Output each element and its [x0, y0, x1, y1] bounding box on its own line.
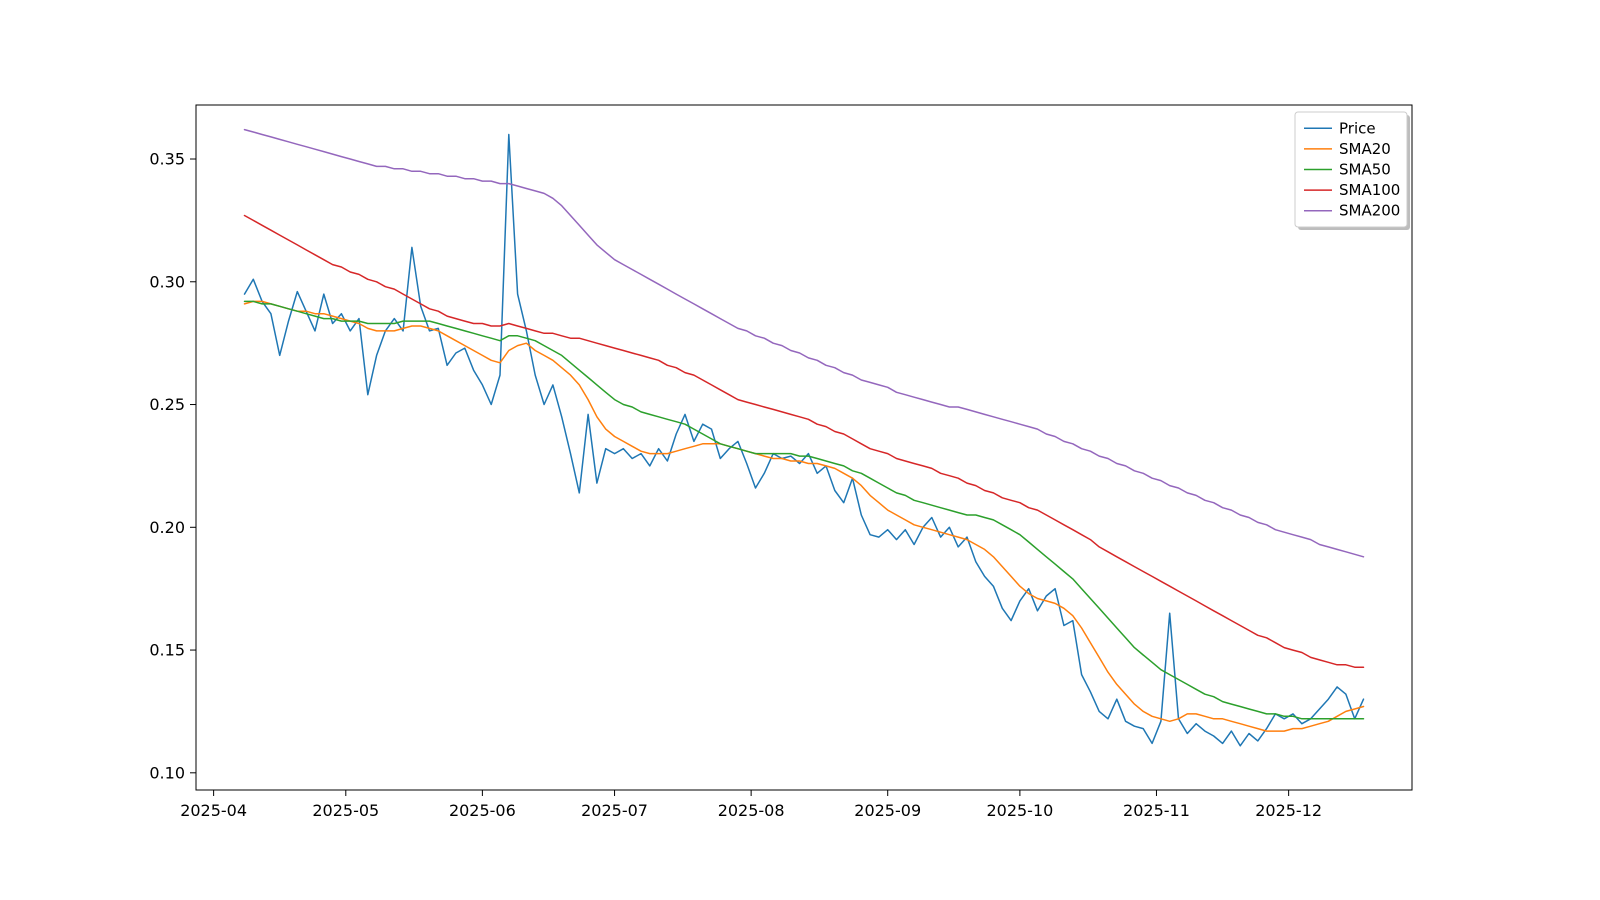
- legend-label-sma20: SMA20: [1339, 140, 1391, 158]
- legend-label-sma50: SMA50: [1339, 161, 1391, 179]
- series-line-sma20: [243, 300, 1365, 732]
- y-tick-label: 0.30: [149, 272, 185, 291]
- x-tick-label: 2025-08: [718, 801, 785, 820]
- legend-label-sma100: SMA100: [1339, 181, 1400, 199]
- series-line-price: [243, 133, 1365, 747]
- series-line-sma200: [243, 128, 1365, 558]
- legend-label-sma200: SMA200: [1339, 202, 1400, 220]
- x-tick-label: 2025-06: [449, 801, 516, 820]
- legend-label-price: Price: [1339, 119, 1376, 137]
- legend-box: [1294, 111, 1408, 228]
- series-line-sma50: [243, 300, 1365, 720]
- axes-frame: [195, 104, 1413, 791]
- x-tick-label: 2025-04: [180, 801, 247, 820]
- series-line-sma100: [243, 214, 1365, 668]
- y-tick-label: 0.35: [149, 150, 185, 169]
- x-tick-label: 2025-09: [854, 801, 921, 820]
- x-tick-label: 2025-12: [1255, 801, 1322, 820]
- y-tick-label: 0.15: [149, 641, 185, 660]
- x-tick-label: 2025-05: [312, 801, 379, 820]
- y-tick-label: 0.20: [149, 518, 185, 537]
- x-tick-label: 2025-07: [581, 801, 648, 820]
- y-tick-label: 0.25: [149, 395, 185, 414]
- x-tick-label: 2025-11: [1123, 801, 1190, 820]
- x-tick-label: 2025-10: [986, 801, 1053, 820]
- y-tick-label: 0.10: [149, 763, 185, 782]
